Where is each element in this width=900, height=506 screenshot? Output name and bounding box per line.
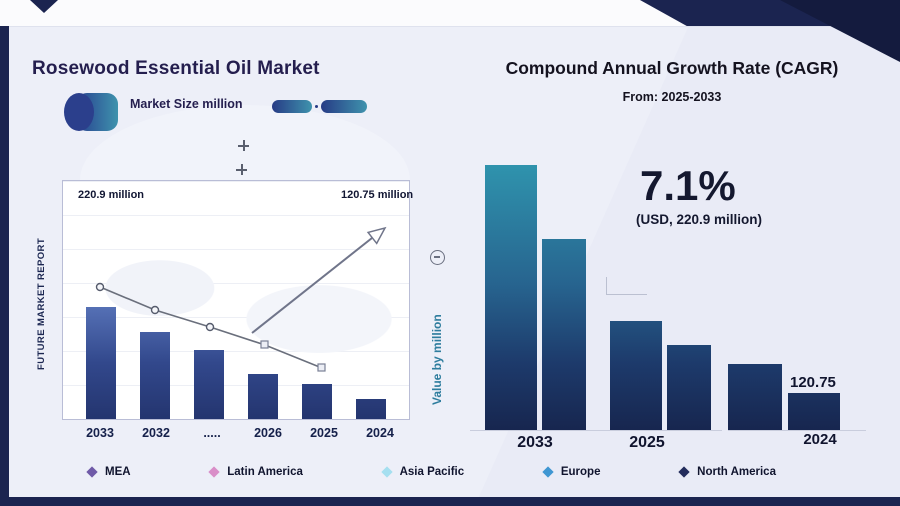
legend-item: North America	[678, 466, 776, 478]
cylinder-icon	[64, 93, 122, 131]
market-size-x-axis: 2033 2032 ..... 2026 2025 2024	[62, 426, 410, 440]
cagr-chart	[470, 150, 880, 430]
bar-group-2025	[610, 321, 711, 430]
bar	[485, 165, 537, 430]
market-size-bars	[62, 181, 410, 419]
market-size-legend-label: Market Size million	[130, 97, 243, 111]
x-tick-ellipsis: .....	[203, 426, 221, 440]
legend-item: Asia Pacific	[380, 466, 465, 478]
growth-arrow-head-icon	[366, 226, 387, 245]
bar	[728, 364, 782, 430]
plus-icon	[236, 164, 247, 175]
legend-label: Asia Pacific	[399, 466, 465, 478]
baseline-left	[470, 430, 722, 431]
legend-diamond-icon	[678, 466, 690, 478]
legend-diamond-icon	[86, 466, 98, 478]
capsule-separator-dot	[315, 105, 318, 108]
growth-arrow-shaft	[251, 237, 373, 334]
x-tick-2025: 2025	[310, 426, 338, 440]
plus-icon	[238, 140, 249, 151]
bottom-navy-stripe	[0, 497, 900, 506]
capsule-icon-right	[321, 100, 367, 113]
cagr-x-tick-2024: 2024	[803, 431, 837, 448]
legend-label: MEA	[105, 466, 131, 478]
capsule-icon-left	[272, 100, 312, 113]
legend-item: Europe	[542, 466, 601, 478]
annotation-220-9: 220.9 million	[78, 189, 145, 201]
legend-label: Latin America	[227, 466, 303, 478]
annotation-120-75-million: 120.75 million	[341, 189, 414, 201]
trend-marker-circle	[95, 282, 105, 292]
trend-marker-circle	[205, 322, 215, 332]
legend-label: Europe	[560, 466, 601, 478]
bar	[542, 239, 586, 430]
cagr-x-tick-2033: 2033	[517, 434, 553, 451]
trend-overlay	[95, 226, 387, 372]
trend-marker-square	[317, 363, 326, 372]
bar	[248, 374, 278, 419]
legend-label: North America	[697, 466, 776, 478]
bar	[610, 321, 662, 430]
market-size-chart-frame	[62, 180, 410, 420]
bar-group-2024	[728, 364, 840, 430]
bar	[356, 399, 386, 419]
annotation-120-75: 120.75	[790, 374, 836, 391]
trend-marker-square	[260, 340, 269, 349]
baseline-right	[728, 430, 866, 431]
bar	[86, 307, 116, 419]
cagr-title: Compound Annual Growth Rate (CAGR)	[505, 58, 839, 78]
bar	[302, 384, 332, 419]
value-axis-label: Value by million	[430, 314, 444, 406]
cylinder-face	[64, 93, 94, 131]
cagr-note: (USD, 220.9 million)	[636, 212, 763, 227]
legend-diamond-icon	[380, 466, 393, 478]
bar	[194, 350, 224, 419]
cagr-period: From: 2025-2033	[622, 90, 722, 104]
cagr-x-tick-2025: 2025	[629, 434, 665, 451]
x-tick-2024: 2024	[366, 426, 394, 440]
bar	[788, 393, 840, 430]
left-chart-title: Rosewood Essential Oil Market	[32, 58, 320, 79]
decorative-bracket	[606, 277, 647, 295]
future-market-report-label: FUTURE MARKET REPORT	[36, 237, 47, 371]
bar-group-2033	[485, 165, 586, 430]
legend-diamond-icon	[208, 466, 220, 478]
x-tick-2032: 2032	[142, 426, 170, 440]
x-tick-2026: 2026	[254, 426, 282, 440]
x-tick-2033: 2033	[86, 426, 114, 440]
region-legend: MEA Latin America Asia Pacific Europe North …	[86, 466, 776, 478]
bar	[667, 345, 711, 430]
legend-item: MEA	[86, 466, 131, 478]
legend-diamond-icon	[542, 466, 554, 478]
trend-marker-circle	[150, 305, 160, 315]
bar	[140, 332, 170, 419]
left-navy-stripe	[0, 26, 9, 506]
circle-dash-icon	[430, 250, 445, 265]
cagr-value: 7.1%	[640, 162, 736, 209]
legend-item: Latin America	[208, 466, 303, 478]
corner-logo-triangle	[30, 0, 58, 13]
